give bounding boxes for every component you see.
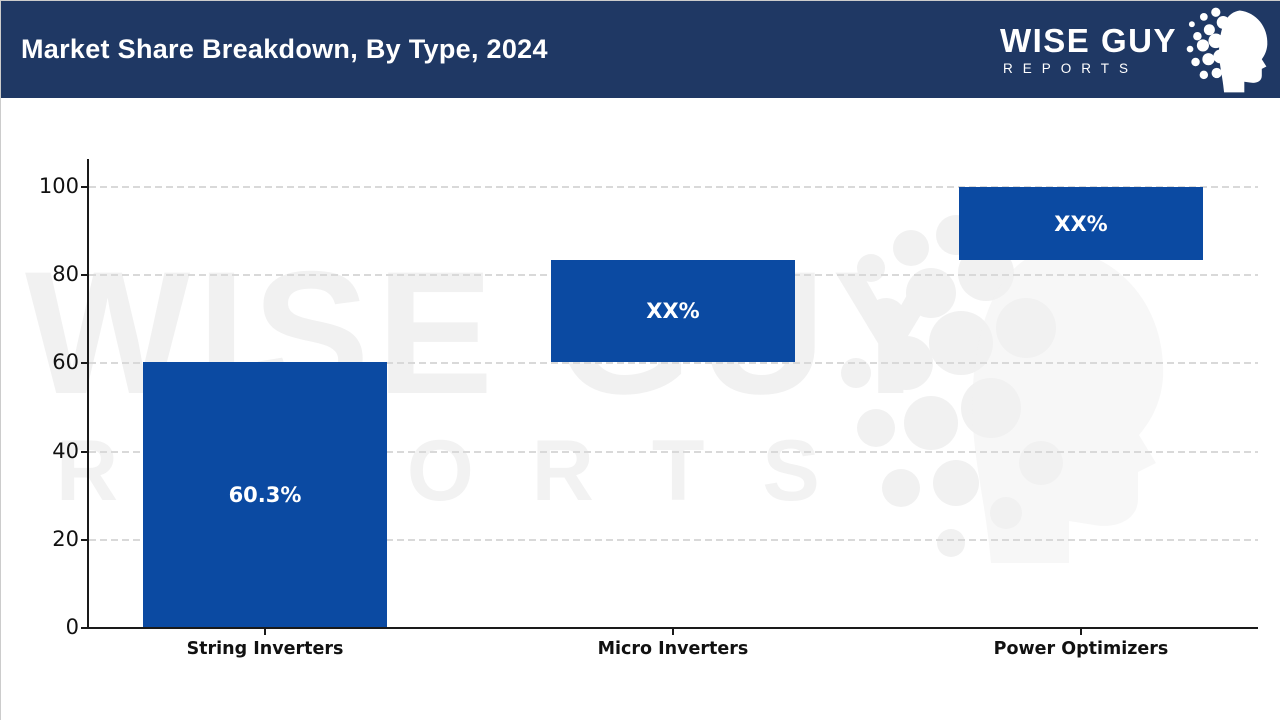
x-tick-power-optimizers <box>1080 629 1082 635</box>
logo-subtext: REPORTS <box>1002 61 1138 77</box>
x-tick-label-micro-inverters: Micro Inverters <box>597 639 749 659</box>
gridline-60 <box>89 362 1258 365</box>
bar-value-label: XX% <box>646 299 700 324</box>
y-tick-80 <box>81 274 89 277</box>
gridline-20 <box>89 538 1258 541</box>
page-title: Market Share Breakdown, By Type, 2024 <box>21 34 548 64</box>
plot-area: 0 20 40 60 80 100 String Inverters Micro Invert… <box>1 98 1280 720</box>
y-tick-label-100: 100 <box>38 174 79 198</box>
y-tick-40 <box>81 450 89 453</box>
x-tick-string-inverters <box>264 629 266 635</box>
bar-micro-inverters: XX% <box>551 260 795 363</box>
chart-area: WISE GUY REPORTS 0 20 40 60 80 100 String Inve… <box>1 98 1280 720</box>
bar-value-label: 60.3% <box>228 483 302 508</box>
y-tick-label-0: 0 <box>65 615 79 639</box>
y-tick-60 <box>81 362 89 365</box>
y-tick-label-20: 20 <box>52 526 79 551</box>
y-tick-label-60: 60 <box>52 350 79 375</box>
y-tick-0 <box>81 627 89 629</box>
x-tick-micro-inverters <box>672 629 674 635</box>
header-bar: Market Share Breakdown, By Type, 2024 WI… <box>1 1 1280 98</box>
bar-value-label: XX% <box>1054 211 1108 236</box>
brand-logo: WISE GUY REPORTS <box>1000 5 1271 95</box>
logo-wordmark: WISE GUY <box>999 22 1177 60</box>
y-axis-line <box>87 159 89 628</box>
gridline-100 <box>89 186 1258 188</box>
bar-power-optimizers: XX% <box>959 187 1203 261</box>
y-tick-label-80: 80 <box>52 262 79 287</box>
bar-string-inverters: 60.3% <box>143 362 387 628</box>
logo-head-icon <box>1186 7 1268 93</box>
y-tick-label-40: 40 <box>52 438 79 463</box>
y-tick-100 <box>81 186 89 188</box>
x-axis-line <box>87 627 1258 629</box>
y-tick-20 <box>81 538 89 541</box>
x-tick-label-power-optimizers: Power Optimizers <box>993 639 1169 659</box>
x-tick-label-string-inverters: String Inverters <box>186 639 344 659</box>
logo-text: WISE GUY REPORTS <box>1000 24 1177 76</box>
gridline-40 <box>89 450 1258 453</box>
